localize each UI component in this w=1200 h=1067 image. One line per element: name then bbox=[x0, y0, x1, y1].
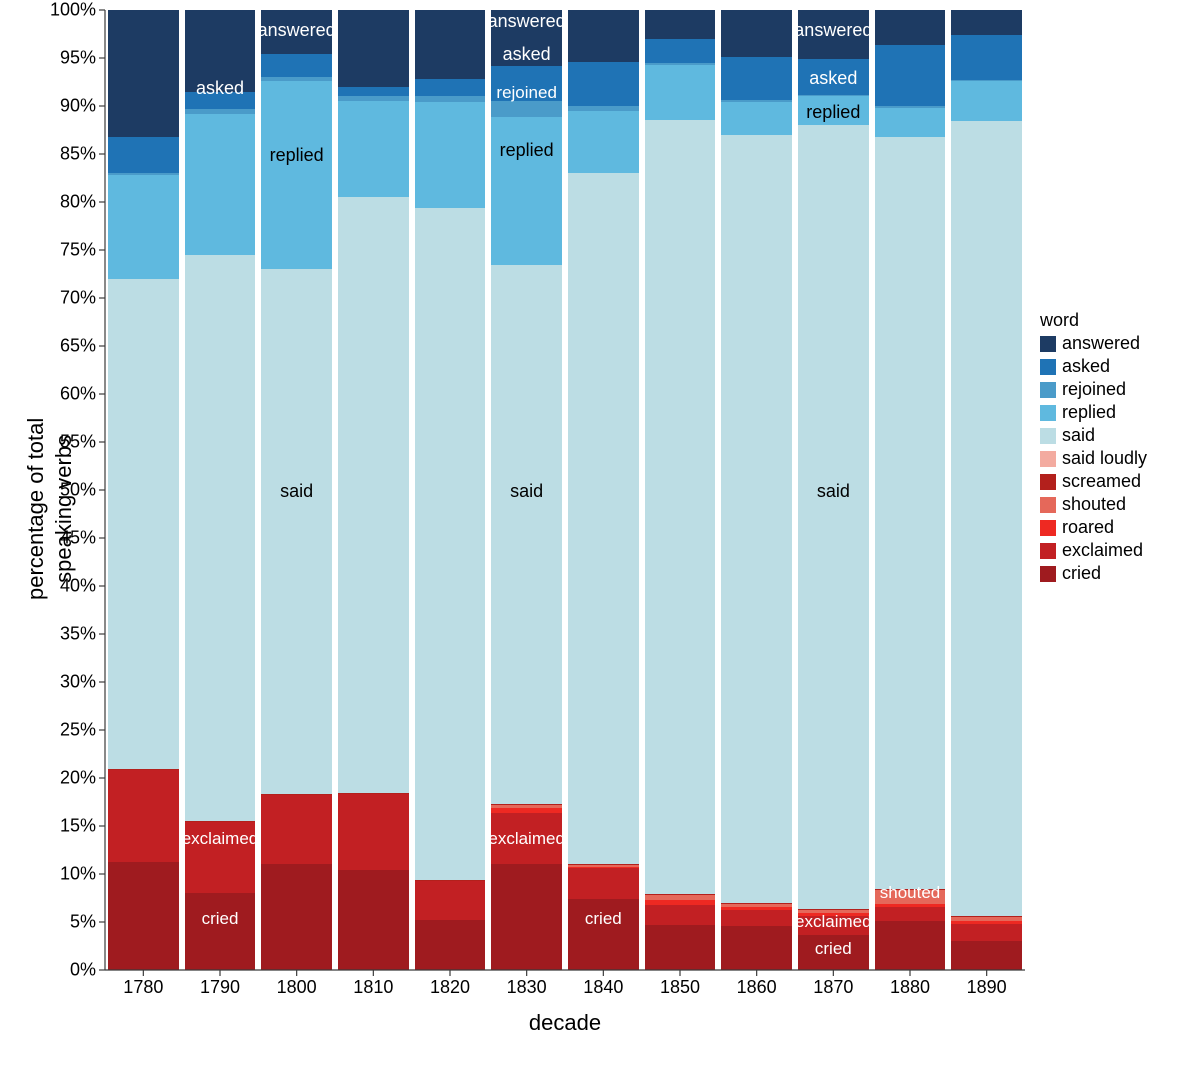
legend-title: word bbox=[1040, 310, 1147, 331]
legend-item: exclaimed bbox=[1040, 540, 1147, 561]
x-tick-label: 1820 bbox=[430, 977, 470, 998]
legend-swatch bbox=[1040, 497, 1056, 513]
legend-label: cried bbox=[1062, 563, 1101, 584]
legend-swatch bbox=[1040, 359, 1056, 375]
legend-label: shouted bbox=[1062, 494, 1126, 515]
legend-swatch bbox=[1040, 428, 1056, 444]
legend-item: said bbox=[1040, 425, 1147, 446]
x-tick-label: 1780 bbox=[123, 977, 163, 998]
legend-label: exclaimed bbox=[1062, 540, 1143, 561]
legend-item: answered bbox=[1040, 333, 1147, 354]
legend-label: asked bbox=[1062, 356, 1110, 377]
legend-swatch bbox=[1040, 451, 1056, 467]
legend-item: screamed bbox=[1040, 471, 1147, 492]
legend-label: rejoined bbox=[1062, 379, 1126, 400]
legend-swatch bbox=[1040, 405, 1056, 421]
x-tick-label: 1840 bbox=[583, 977, 623, 998]
legend-item: cried bbox=[1040, 563, 1147, 584]
legend-label: roared bbox=[1062, 517, 1114, 538]
legend-label: answered bbox=[1062, 333, 1140, 354]
x-tick-label: 1810 bbox=[353, 977, 393, 998]
legend-swatch bbox=[1040, 382, 1056, 398]
x-tick-label: 1860 bbox=[737, 977, 777, 998]
legend-item: replied bbox=[1040, 402, 1147, 423]
legend-item: shouted bbox=[1040, 494, 1147, 515]
legend-swatch bbox=[1040, 336, 1056, 352]
legend-item: said loudly bbox=[1040, 448, 1147, 469]
legend-item: rejoined bbox=[1040, 379, 1147, 400]
stacked-bar-chart: percentage of total speaking verbs decad… bbox=[0, 0, 1200, 1067]
legend-label: screamed bbox=[1062, 471, 1141, 492]
x-tick-label: 1880 bbox=[890, 977, 930, 998]
x-tick-label: 1850 bbox=[660, 977, 700, 998]
x-tick-label: 1870 bbox=[813, 977, 853, 998]
x-axis-ticks: 1780 1790 1800 1810 1820 1830 1840 1850 1860 1870… bbox=[105, 975, 1025, 1005]
x-tick-label: 1790 bbox=[200, 977, 240, 998]
legend-swatch bbox=[1040, 474, 1056, 490]
legend-item: asked bbox=[1040, 356, 1147, 377]
x-tick-label: 1890 bbox=[967, 977, 1007, 998]
legend-swatch bbox=[1040, 520, 1056, 536]
legend-label: said bbox=[1062, 425, 1095, 446]
legend-label: replied bbox=[1062, 402, 1116, 423]
legend: word answeredaskedrejoinedrepliedsaidsai… bbox=[1040, 310, 1147, 586]
x-tick-label: 1800 bbox=[277, 977, 317, 998]
x-tick-label: 1830 bbox=[507, 977, 547, 998]
legend-label: said loudly bbox=[1062, 448, 1147, 469]
legend-swatch bbox=[1040, 543, 1056, 559]
legend-swatch bbox=[1040, 566, 1056, 582]
axes-lines bbox=[0, 0, 1200, 1067]
legend-item: roared bbox=[1040, 517, 1147, 538]
